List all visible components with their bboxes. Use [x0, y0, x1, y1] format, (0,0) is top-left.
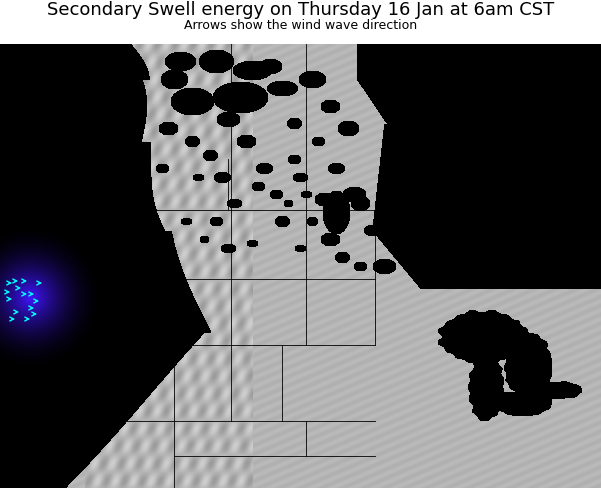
Text: Secondary Swell energy on Thursday 16 Jan at 6am CST: Secondary Swell energy on Thursday 16 Ja…	[47, 0, 554, 19]
Text: Arrows show the wind wave direction: Arrows show the wind wave direction	[184, 19, 417, 32]
